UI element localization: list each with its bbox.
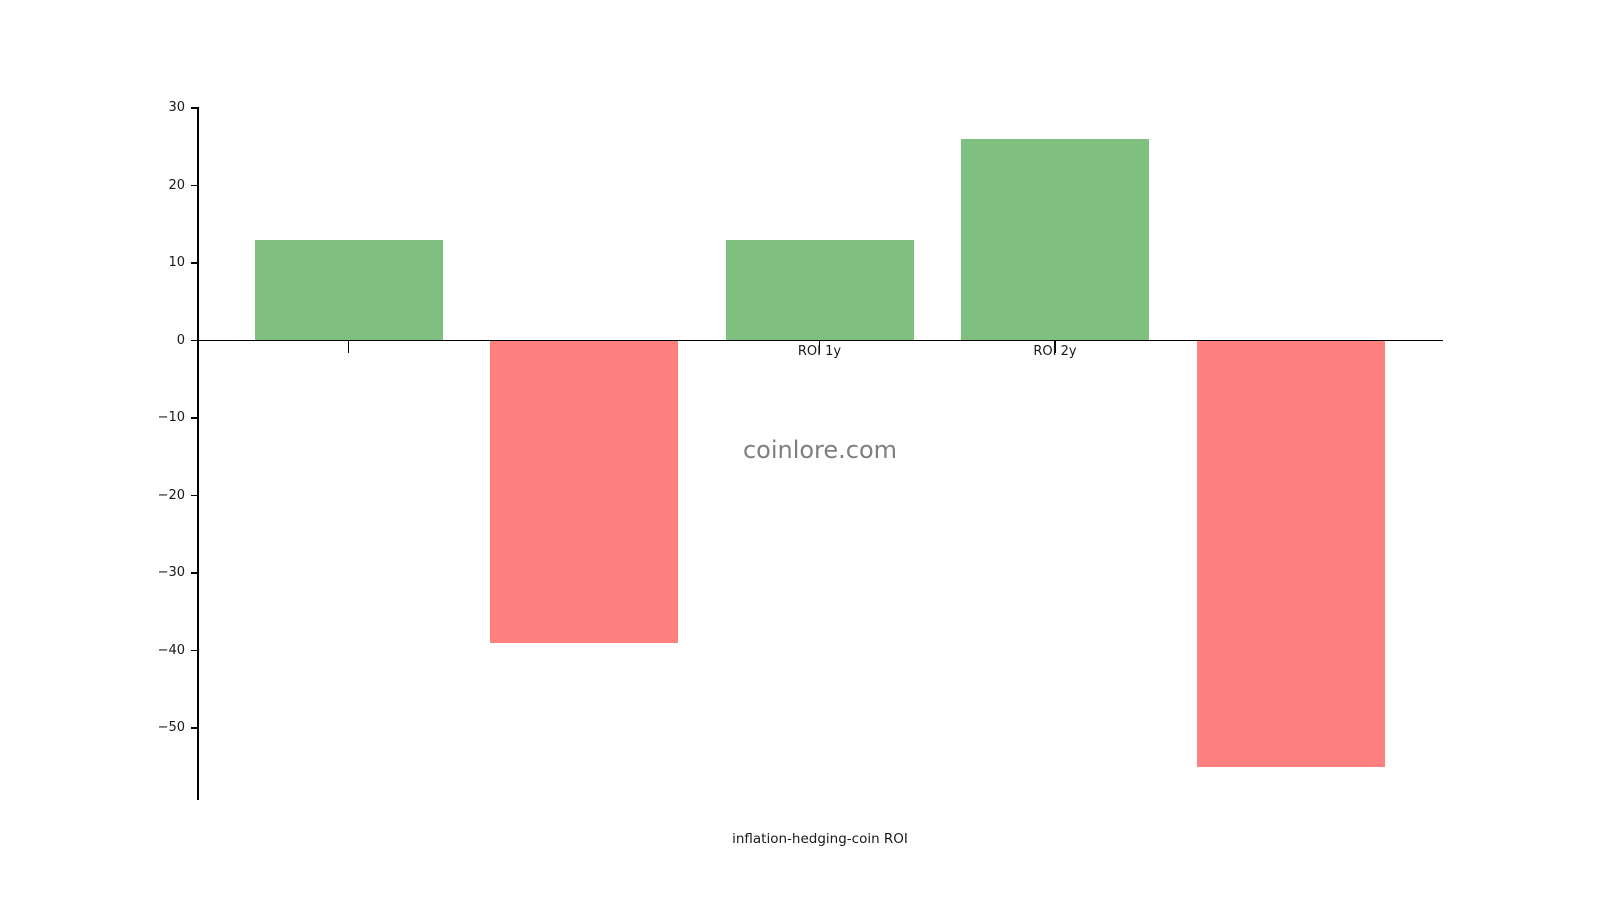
x-tick-label-roi-1y: ROI 1y — [797, 343, 842, 359]
y-tick-mark — [191, 184, 197, 187]
x-tick-mark — [818, 340, 821, 353]
bar-1 — [254, 239, 443, 341]
y-tick-mark — [191, 494, 197, 497]
y-tick-mark — [191, 572, 197, 574]
watermark: coinlore.com — [742, 436, 898, 464]
y-tick-mark — [191, 649, 197, 652]
y-tick-label: −30 — [157, 565, 185, 580]
x-tick-mark — [1054, 340, 1056, 353]
y-tick-label: 0 — [176, 332, 185, 348]
y-tick-label: −40 — [157, 642, 185, 658]
y-tick-label: −20 — [157, 487, 185, 503]
y-tick-mark — [191, 727, 197, 729]
chart-title: inflation-hedging-coin ROI — [732, 831, 908, 847]
y-tick-label: 10 — [168, 255, 185, 270]
y-tick-label: −10 — [157, 410, 185, 425]
y-tick-mark — [191, 417, 197, 419]
y-tick-mark — [191, 107, 197, 109]
y-tick-mark — [191, 339, 197, 342]
bar-4-roi-2y — [961, 139, 1149, 341]
y-axis-spine — [197, 107, 199, 800]
x-tick-label-roi-2y: ROI 2y — [1033, 343, 1077, 359]
bar-2 — [490, 340, 678, 643]
y-tick-label: 30 — [168, 100, 185, 115]
bar-3-roi-1y — [725, 239, 914, 341]
y-tick-label: −50 — [157, 720, 185, 735]
y-tick-mark — [191, 262, 197, 264]
y-tick-label: 20 — [168, 177, 185, 193]
bar-5 — [1196, 340, 1385, 767]
x-tick-mark — [347, 340, 350, 353]
